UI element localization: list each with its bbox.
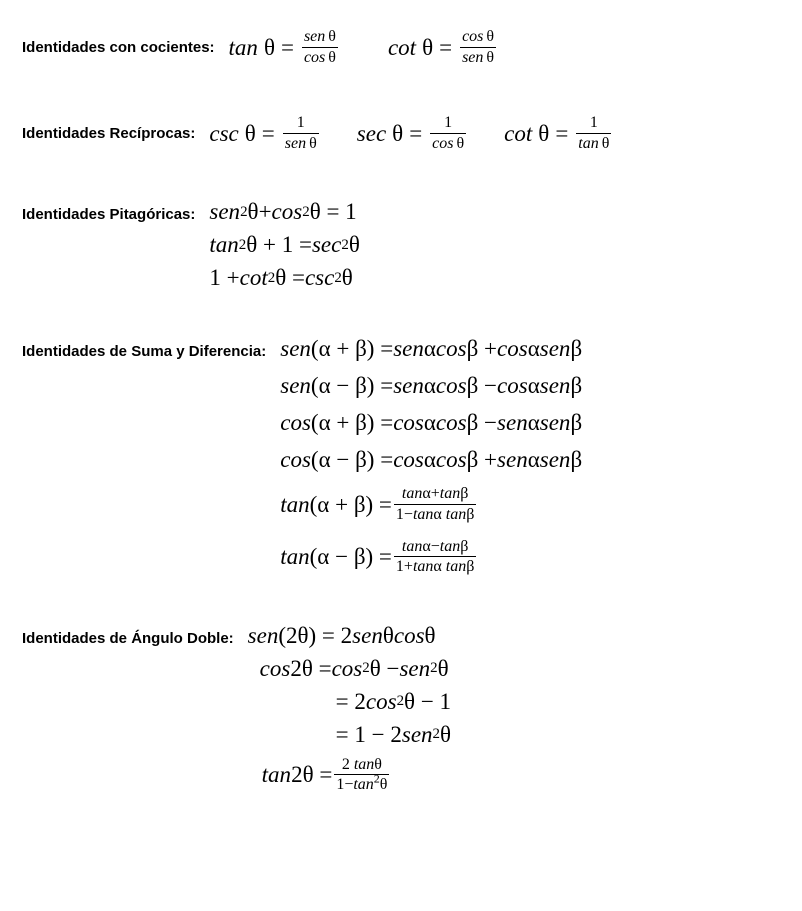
- eq-sen-2t: sen(2θ) = 2senθ cosθ: [248, 624, 436, 647]
- eq-pyth-2: tan2θ + 1 = sec2θ: [209, 233, 359, 256]
- eq-sec: secθ= 1 cosθ: [357, 114, 468, 152]
- label-pitagoricas: Identidades Pitagóricas:: [22, 206, 195, 223]
- label-cocientes: Identidades con cocientes:: [22, 39, 215, 56]
- section-reciprocas: Identidades Recíprocas: cscθ= 1 senθ sec…: [22, 114, 780, 152]
- eq-cot-recip: cotθ= 1 tanθ: [504, 114, 613, 152]
- eq-pyth-1: sen2θ + cos2θ = 1: [209, 200, 356, 223]
- eq-cos-2t-b: = 2cos2θ − 1: [248, 690, 451, 713]
- equations-doble: sen(2θ) = 2senθ cosθ cos 2θ = cos2θ − se…: [248, 624, 451, 794]
- equations-reciprocas: cscθ= 1 senθ secθ= 1 cosθ cotθ= 1 tanθ: [209, 114, 613, 152]
- label-doble: Identidades de Ángulo Doble:: [22, 630, 234, 647]
- eq-cot: cotθ= cosθ senθ: [388, 28, 498, 66]
- equations-suma-dif: sen(α + β) = senα cosβ + cosα senβ sen(α…: [280, 337, 582, 575]
- section-suma-dif: Identidades de Suma y Diferencia: sen(α …: [22, 337, 780, 575]
- eq-csc: cscθ= 1 senθ: [209, 114, 320, 152]
- eq-cos-dif: cos(α − β) = cosα cosβ + senα senβ: [280, 448, 582, 471]
- eq-pyth-3: 1 + cot2θ = csc2θ: [209, 266, 352, 289]
- section-doble: Identidades de Ángulo Doble: sen(2θ) = 2…: [22, 624, 780, 794]
- eq-tan-dif: tan(α − β) = tanα−tanβ 1+tanα tanβ: [280, 538, 478, 576]
- eq-sen-dif: sen(α − β) = senα cosβ − cosα senβ: [280, 374, 582, 397]
- eq-tan-sum: tan(α + β) = tanα+tanβ 1−tanα tanβ: [280, 485, 478, 523]
- equations-cocientes: tanθ= senθ cosθ cotθ= cosθ senθ: [229, 28, 499, 66]
- label-reciprocas: Identidades Recíprocas:: [22, 125, 195, 142]
- eq-cos-2t-a: cos 2θ = cos2θ − sen2θ: [248, 657, 449, 680]
- eq-cos-sum: cos(α + β) = cosα cosβ − senα senβ: [280, 411, 582, 434]
- eq-tan: tanθ= senθ cosθ: [229, 28, 340, 66]
- eq-sen-sum: sen(α + β) = senα cosβ + cosα senβ: [280, 337, 582, 360]
- eq-cos-2t-c: = 1 − 2sen2θ: [248, 723, 451, 746]
- eq-tan-2t: tan 2θ = 2 tanθ 1−tan2θ: [248, 756, 392, 794]
- section-cocientes: Identidades con cocientes: tanθ= senθ co…: [22, 28, 780, 66]
- section-pitagoricas: Identidades Pitagóricas: sen2θ + cos2θ =…: [22, 200, 780, 289]
- label-suma-dif: Identidades de Suma y Diferencia:: [22, 343, 266, 360]
- equations-pitagoricas: sen2θ + cos2θ = 1 tan2θ + 1 = sec2θ 1 + …: [209, 200, 359, 289]
